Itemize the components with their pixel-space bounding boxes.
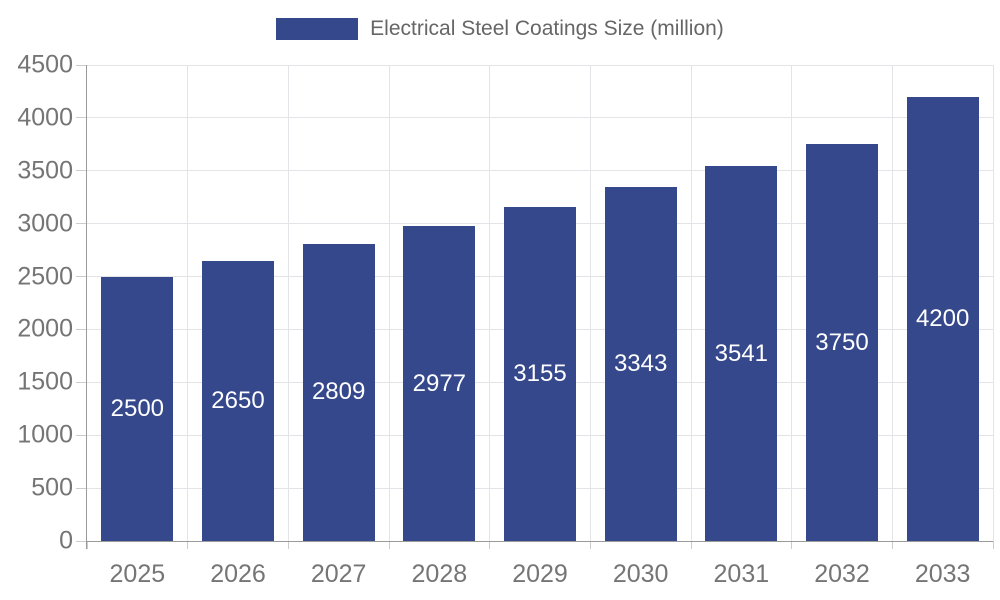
y-axis-label: 4500 — [17, 50, 73, 79]
legend-swatch — [276, 18, 359, 40]
bar[interactable]: 4200 — [906, 96, 979, 541]
bar-value-label: 3541 — [714, 339, 769, 367]
x-axis-tick — [589, 541, 591, 549]
gridline-horizontal — [87, 64, 993, 66]
y-axis-label: 2500 — [17, 262, 73, 291]
bar[interactable]: 2809 — [302, 243, 375, 541]
x-axis-tick — [388, 541, 390, 549]
y-axis-label: 3500 — [17, 156, 73, 185]
x-axis-label: 2029 — [512, 560, 568, 588]
bar[interactable]: 2650 — [202, 260, 274, 541]
gridline-horizontal — [87, 170, 993, 172]
bar[interactable]: 2500 — [101, 276, 174, 541]
y-axis-label: 0 — [59, 526, 73, 555]
legend[interactable]: Electrical Steel Coatings Size (million) — [0, 17, 1000, 41]
x-axis-label: 2026 — [210, 560, 266, 588]
y-axis-tick — [76, 276, 87, 278]
y-axis-tick — [76, 381, 87, 383]
bar-value-label: 3343 — [613, 350, 668, 378]
y-axis-tick — [76, 487, 87, 489]
bar[interactable]: 3750 — [806, 144, 878, 541]
x-axis-tick — [690, 541, 692, 549]
x-axis-label: 2028 — [411, 560, 468, 588]
y-axis-label: 1500 — [17, 367, 73, 396]
gridline-vertical — [791, 65, 793, 541]
x-axis-tick — [86, 541, 88, 549]
x-axis-label: 2025 — [109, 560, 166, 588]
x-axis-tick — [891, 541, 893, 549]
y-axis-line — [86, 65, 87, 549]
y-axis-tick — [76, 64, 87, 66]
gridline-vertical — [287, 65, 289, 541]
x-axis-tick — [187, 541, 189, 549]
x-axis-tick — [791, 541, 793, 549]
x-axis-label: 2027 — [310, 560, 367, 588]
y-axis-label: 3000 — [17, 209, 73, 238]
gridline-horizontal — [87, 117, 993, 119]
gridline-vertical — [489, 65, 491, 541]
bar-value-label: 3155 — [513, 360, 567, 388]
y-axis-tick — [76, 540, 87, 542]
gridline-vertical — [992, 65, 994, 541]
bar[interactable]: 3343 — [604, 187, 677, 541]
bar-value-label: 3750 — [815, 328, 869, 356]
gridline-vertical — [690, 65, 692, 541]
gridline-vertical — [589, 65, 591, 541]
gridline-vertical — [187, 65, 189, 541]
x-axis-tick — [992, 541, 994, 549]
bar-value-label: 2977 — [412, 369, 467, 397]
x-axis-tick — [489, 541, 491, 549]
y-axis-label: 1000 — [17, 420, 73, 449]
y-axis-tick — [76, 434, 87, 436]
y-axis-label: 4000 — [17, 103, 73, 132]
bar[interactable]: 3541 — [705, 166, 778, 541]
x-axis-label: 2031 — [713, 560, 770, 588]
y-axis-tick — [76, 328, 87, 330]
bar-value-label: 4200 — [915, 304, 970, 332]
bar[interactable]: 3155 — [504, 207, 576, 541]
gridline-vertical — [891, 65, 893, 541]
x-axis-line — [86, 541, 993, 542]
x-axis-label: 2033 — [914, 560, 971, 588]
x-axis-label: 2032 — [814, 560, 870, 588]
y-axis-label: 2000 — [17, 314, 73, 343]
x-axis-tick — [287, 541, 289, 549]
bar-value-label: 2809 — [311, 378, 366, 406]
legend-label: Electrical Steel Coatings Size (million) — [370, 17, 724, 40]
y-axis-tick — [76, 170, 87, 172]
y-axis-tick — [76, 117, 87, 119]
bar-value-label: 2500 — [110, 394, 165, 422]
bar-value-label: 2650 — [211, 386, 265, 414]
y-axis-tick — [76, 223, 87, 225]
y-axis-label: 500 — [31, 473, 73, 502]
x-axis-label: 2030 — [612, 560, 669, 588]
bar[interactable]: 2977 — [403, 226, 476, 541]
gridline-vertical — [388, 65, 390, 541]
